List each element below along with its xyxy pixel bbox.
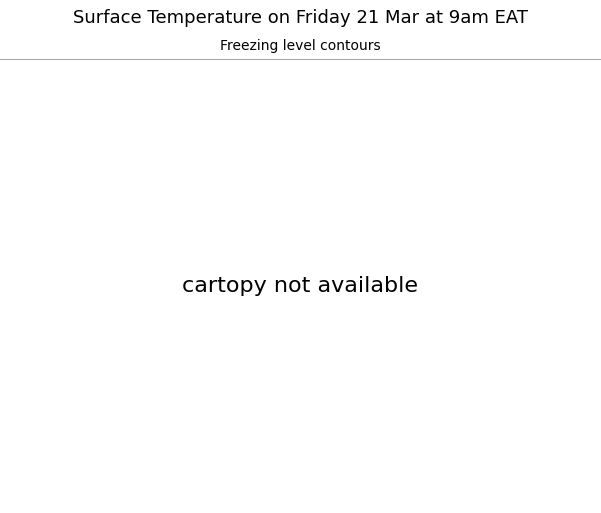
Text: Surface Temperature on Friday 21 Mar at 9am EAT: Surface Temperature on Friday 21 Mar at … [73,9,528,27]
Text: cartopy not available: cartopy not available [183,276,418,296]
Text: Freezing level contours: Freezing level contours [220,39,381,53]
